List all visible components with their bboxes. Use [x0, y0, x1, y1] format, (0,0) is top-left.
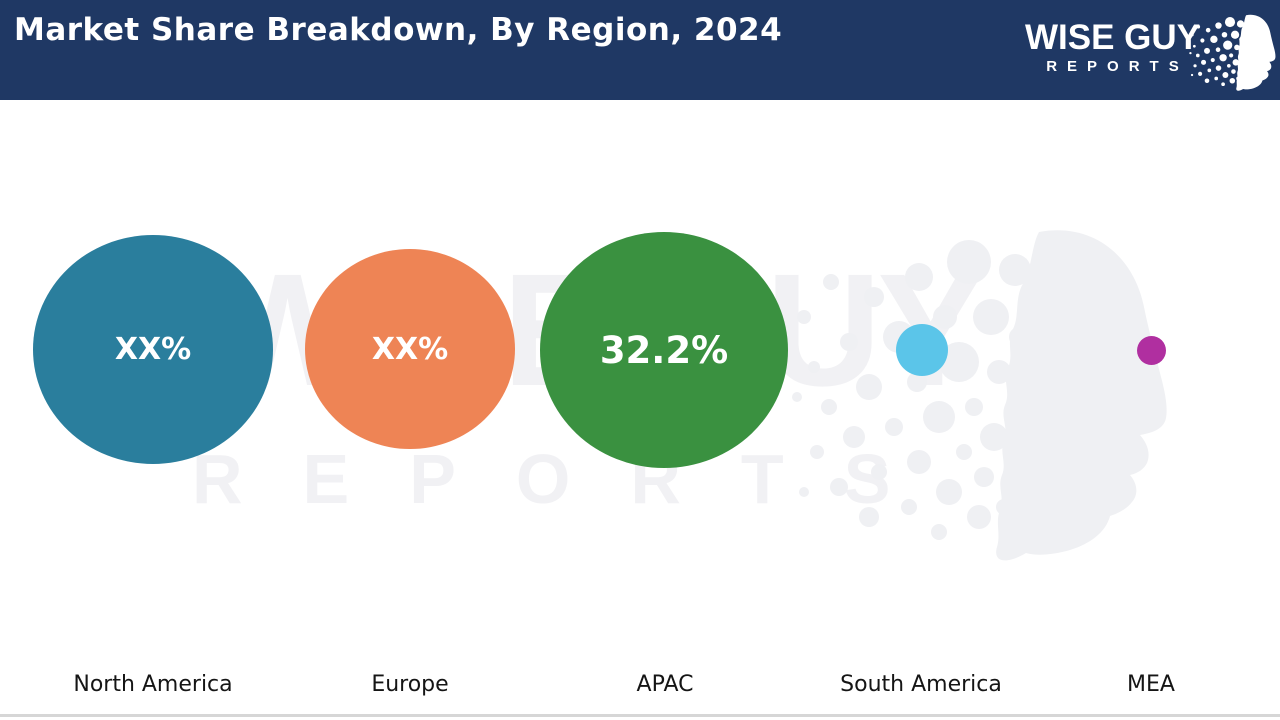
bubble-value-label: XX% — [114, 332, 192, 367]
bubble-mea — [1137, 336, 1166, 365]
category-label-north-america: North America — [73, 672, 233, 697]
header-bar: Market Share Breakdown, By Region, 2024 … — [0, 0, 1280, 100]
bubble-value-label: XX% — [371, 331, 449, 367]
bubble-chart: WISE GUY REPORTS XX% XX% 32.2% North Ame… — [0, 100, 1280, 720]
category-label-mea: MEA — [1127, 672, 1175, 697]
brand-tagline: REPORTS — [1046, 58, 1189, 75]
watermark-reports-text: REPORTS — [192, 440, 951, 518]
watermark-head-icon — [768, 222, 1170, 562]
brand-logo: WISE GUY REPORTS — [1025, 8, 1272, 94]
category-label-europe: Europe — [371, 672, 449, 697]
wiseguy-head-icon — [1184, 12, 1276, 92]
bubble-europe: XX% — [305, 249, 515, 449]
bubble-north-america: XX% — [33, 235, 273, 464]
category-label-apac: APAC — [636, 672, 694, 697]
brand-logo-text: WISE GUY REPORTS — [1025, 18, 1200, 76]
brand-name: WISE GUY — [1024, 18, 1200, 57]
bubble-value-label: 32.2% — [599, 328, 729, 372]
bubble-apac: 32.2% — [540, 232, 788, 468]
bubble-south-america — [896, 324, 948, 376]
category-label-south-america: South America — [840, 672, 1002, 697]
bottom-divider — [0, 714, 1280, 717]
page-title: Market Share Breakdown, By Region, 2024 — [14, 12, 783, 48]
